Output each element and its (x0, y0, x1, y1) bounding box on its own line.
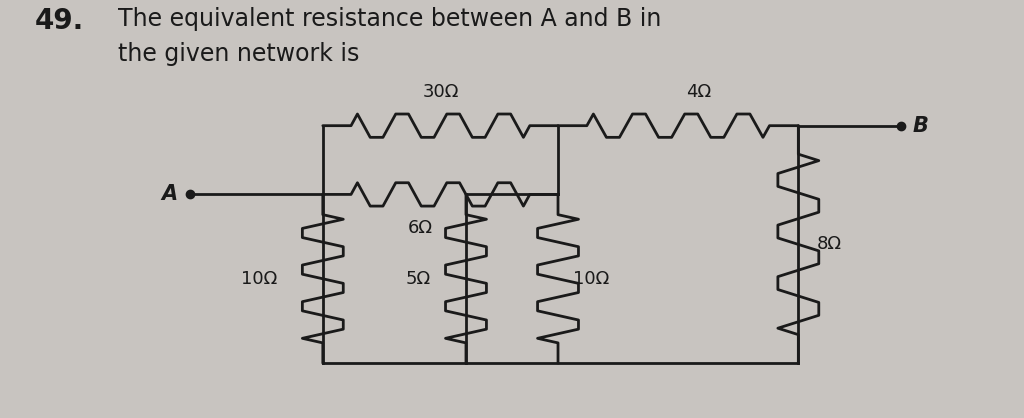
Text: 30Ω: 30Ω (422, 83, 459, 101)
Text: A: A (162, 184, 177, 204)
Text: The equivalent resistance between A and B in
the given network is: The equivalent resistance between A and … (119, 7, 662, 66)
Text: 5Ω: 5Ω (406, 270, 430, 288)
Text: 10Ω: 10Ω (241, 270, 276, 288)
Text: 49.: 49. (35, 7, 84, 35)
Text: 10Ω: 10Ω (573, 270, 609, 288)
Text: 8Ω: 8Ω (817, 235, 842, 253)
Text: B: B (912, 116, 929, 136)
Text: 6Ω: 6Ω (408, 219, 432, 237)
Text: 4Ω: 4Ω (686, 83, 712, 101)
